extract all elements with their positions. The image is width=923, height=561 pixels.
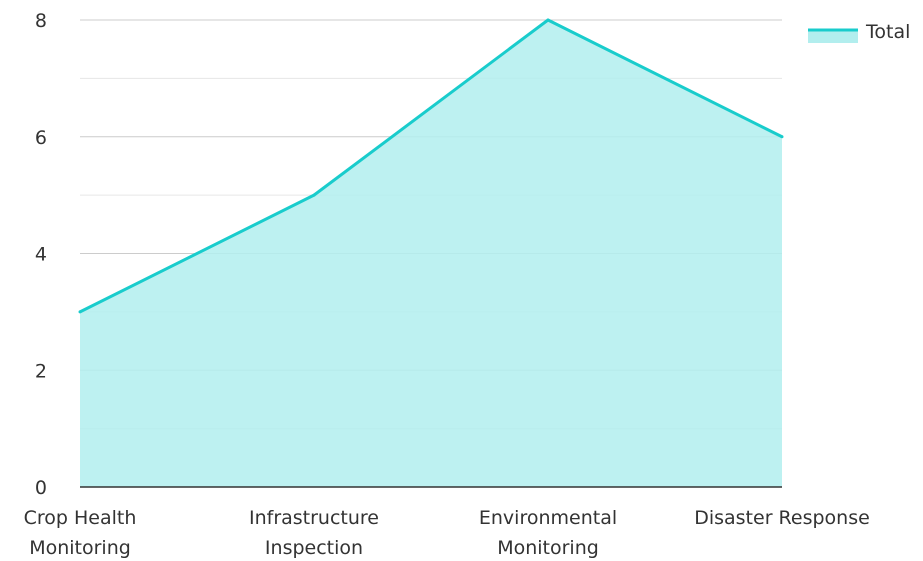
area-layer <box>78 18 784 487</box>
y-tick-label: 8 <box>35 10 47 32</box>
series-line-total <box>79 18 783 314</box>
data-point-0 <box>78 310 82 314</box>
y-tick-label: 2 <box>35 360 47 382</box>
legend: Total <box>808 21 910 43</box>
x-tick-label: Infrastructure Inspection <box>249 507 379 559</box>
data-point-1 <box>312 193 316 197</box>
series-area-total <box>80 20 782 487</box>
y-tick-label: 4 <box>35 244 47 266</box>
y-tick-label: 6 <box>35 127 47 149</box>
legend-swatch-total <box>808 29 858 43</box>
data-point-3 <box>780 135 784 139</box>
y-tick-label: 0 <box>35 477 47 499</box>
x-tick-label: Crop Health Monitoring <box>24 507 137 559</box>
data-point-2 <box>546 18 550 22</box>
legend-label-total: Total <box>865 21 910 43</box>
x-axis-ticks: Crop Health Monitoring Infrastructure Inspe… <box>24 507 870 559</box>
x-tick-label: Environmental Monitoring <box>479 507 617 559</box>
x-tick-label: Disaster Response <box>694 507 870 529</box>
y-axis-ticks: 0 2 4 6 8 <box>35 10 47 499</box>
